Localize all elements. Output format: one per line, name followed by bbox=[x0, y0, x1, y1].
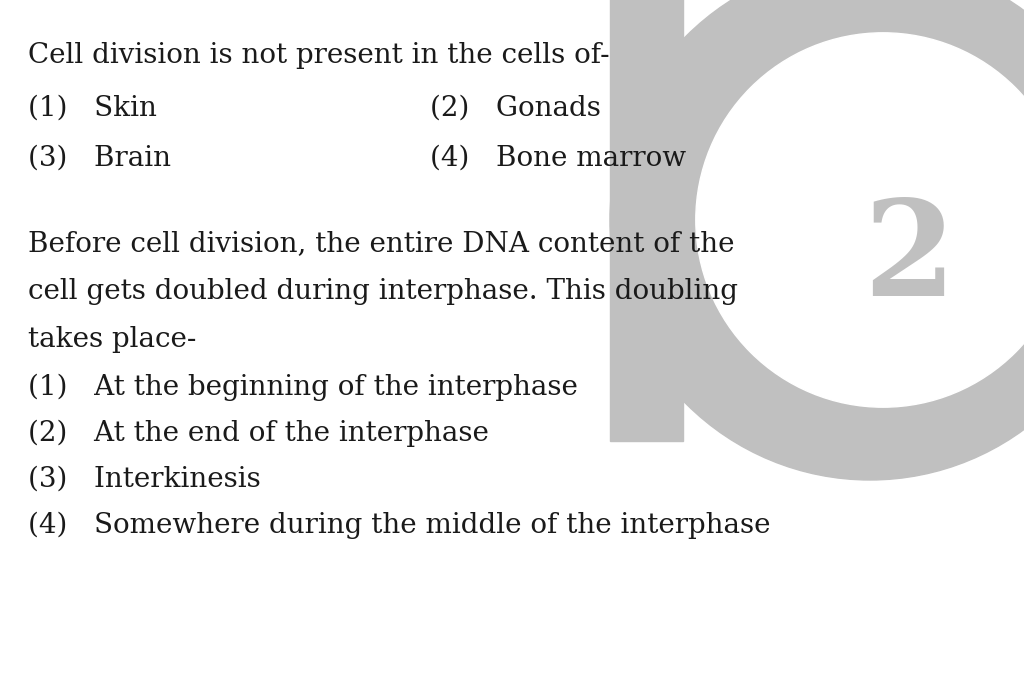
Text: (1)   At the beginning of the interphase: (1) At the beginning of the interphase bbox=[28, 374, 578, 401]
Text: (1)   Skin: (1) Skin bbox=[28, 95, 157, 122]
Text: (4)   Bone marrow: (4) Bone marrow bbox=[430, 145, 686, 172]
Text: (3)   Brain: (3) Brain bbox=[28, 145, 171, 172]
Text: Cell division is not present in the cells of-: Cell division is not present in the cell… bbox=[28, 42, 609, 69]
Bar bbox=[610, 0, 683, 441]
Text: (3)   Interkinesis: (3) Interkinesis bbox=[28, 466, 261, 493]
Text: cell gets doubled during interphase. This doubling: cell gets doubled during interphase. Thi… bbox=[28, 278, 738, 305]
Text: 2: 2 bbox=[863, 195, 955, 323]
Text: (2)   At the end of the interphase: (2) At the end of the interphase bbox=[28, 420, 488, 447]
Text: takes place-: takes place- bbox=[28, 326, 197, 353]
Circle shape bbox=[695, 33, 1024, 407]
Text: (2)   Gonads: (2) Gonads bbox=[430, 95, 601, 122]
Text: Before cell division, the entire DNA content of the: Before cell division, the entire DNA con… bbox=[28, 230, 734, 257]
Circle shape bbox=[610, 0, 1024, 480]
Text: (4)   Somewhere during the middle of the interphase: (4) Somewhere during the middle of the i… bbox=[28, 512, 770, 540]
